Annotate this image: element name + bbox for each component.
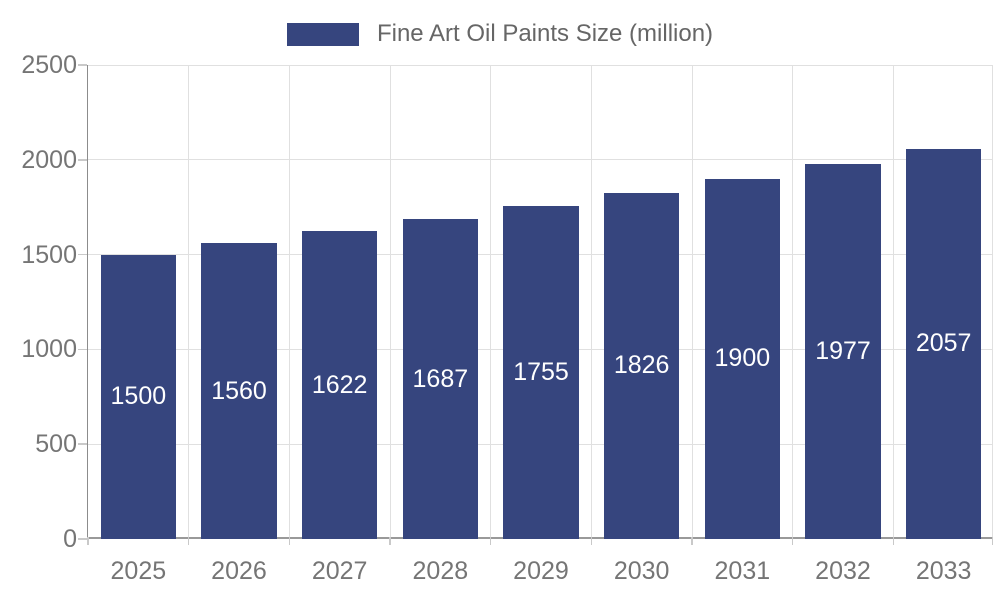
- x-axis-tick: [288, 537, 291, 545]
- bar-value-label: 1755: [513, 358, 569, 387]
- y-axis-tick: [78, 253, 87, 256]
- x-tick-label: 2027: [311, 557, 368, 585]
- legend-swatch: [286, 22, 359, 46]
- x-tick-label: 2031: [714, 557, 771, 585]
- y-axis-tick: [78, 443, 87, 445]
- bar: 1687: [402, 219, 479, 539]
- gridline-vertical: [892, 65, 894, 537]
- gridline-horizontal: [88, 64, 993, 66]
- gridline-vertical: [389, 65, 391, 537]
- x-axis-tick: [489, 537, 492, 545]
- x-axis-tick: [991, 537, 994, 545]
- x-axis-tick: [389, 537, 391, 545]
- bar-value-label: 1622: [311, 370, 368, 399]
- bar-value-label: 1826: [613, 351, 670, 380]
- x-axis-tick: [87, 537, 89, 545]
- x-tick-label: 2028: [412, 557, 469, 585]
- gridline-vertical: [691, 65, 693, 537]
- bar: 1826: [603, 192, 680, 539]
- bar-value-label: 1977: [815, 337, 871, 366]
- legend: Fine Art Oil Paints Size (million): [0, 20, 1000, 48]
- x-axis-tick: [187, 537, 190, 545]
- bar: 1622: [301, 231, 378, 539]
- x-tick-label: 2026: [211, 557, 267, 585]
- gridline-vertical: [792, 65, 794, 537]
- bar: 1560: [201, 243, 277, 539]
- x-tick-label: 2033: [915, 557, 972, 585]
- gridline-vertical: [288, 65, 290, 537]
- bar: 1755: [503, 206, 579, 539]
- gridline-vertical: [490, 65, 492, 537]
- y-tick-label: 1000: [21, 335, 77, 364]
- x-axis-tick: [691, 537, 693, 545]
- gridline-vertical: [590, 65, 592, 537]
- bar: 2057: [905, 148, 982, 539]
- y-axis-tick: [78, 64, 87, 66]
- bar-value-label: 2057: [915, 329, 972, 358]
- y-axis-tick: [78, 348, 87, 351]
- bar-value-label: 1687: [412, 364, 469, 393]
- x-tick-label: 2032: [815, 557, 871, 585]
- bar-value-label: 1900: [714, 344, 771, 373]
- y-axis-tick: [78, 159, 87, 161]
- x-axis-tick: [892, 537, 895, 545]
- y-tick-label: 0: [63, 525, 77, 553]
- bar-value-label: 1500: [110, 382, 167, 411]
- gridline-horizontal: [88, 159, 993, 161]
- y-axis-tick: [78, 538, 87, 540]
- x-tick-label: 2030: [613, 557, 670, 585]
- x-axis-tick: [590, 537, 593, 545]
- legend-label: Fine Art Oil Paints Size (million): [376, 20, 714, 47]
- y-tick-label: 2500: [21, 51, 77, 79]
- x-tick-label: 2029: [513, 557, 569, 585]
- bar: 1500: [100, 254, 177, 539]
- plot-area: 0 500 1000 1500 2000 2500 2025 2026 2027 2028 2029…: [21, 51, 994, 585]
- bar: 1900: [704, 178, 781, 539]
- gridline-vertical: [992, 65, 993, 537]
- y-tick-label: 500: [35, 430, 77, 459]
- bar: 1977: [805, 164, 881, 539]
- x-tick-label: 2025: [110, 557, 167, 585]
- y-tick-label: 1500: [21, 240, 77, 269]
- gridline-vertical: [188, 65, 190, 537]
- bar-value-label: 1560: [211, 376, 267, 405]
- y-tick-label: 2000: [21, 145, 77, 174]
- x-axis-tick: [791, 537, 794, 545]
